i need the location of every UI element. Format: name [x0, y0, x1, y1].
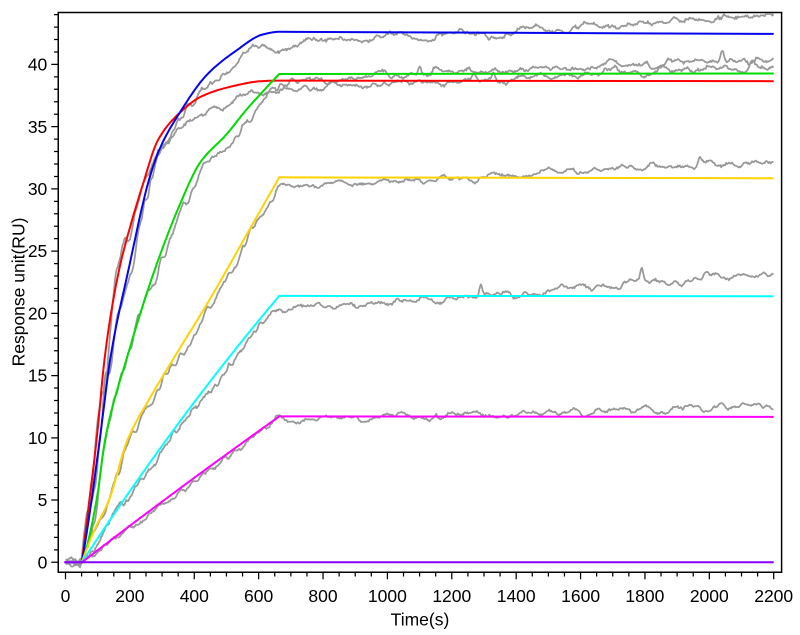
svg-text:2000: 2000: [690, 586, 729, 606]
svg-text:15: 15: [28, 366, 47, 386]
svg-text:1200: 1200: [432, 586, 471, 606]
svg-text:Response unit(RU): Response unit(RU): [8, 218, 28, 367]
svg-text:1800: 1800: [625, 586, 664, 606]
svg-text:5: 5: [38, 490, 48, 510]
svg-text:600: 600: [244, 586, 273, 606]
svg-text:200: 200: [115, 586, 144, 606]
svg-text:1400: 1400: [497, 586, 536, 606]
svg-text:1000: 1000: [368, 586, 407, 606]
svg-text:25: 25: [28, 241, 47, 261]
svg-text:35: 35: [28, 117, 47, 137]
svg-text:30: 30: [28, 179, 48, 199]
svg-text:40: 40: [28, 55, 48, 75]
svg-text:0: 0: [61, 586, 71, 606]
svg-text:1600: 1600: [561, 586, 600, 606]
svg-text:800: 800: [308, 586, 337, 606]
svg-text:0: 0: [38, 552, 48, 572]
svg-text:400: 400: [180, 586, 209, 606]
svg-text:10: 10: [28, 428, 48, 448]
svg-text:2200: 2200: [754, 586, 793, 606]
svg-text:Time(s): Time(s): [391, 610, 450, 630]
svg-text:20: 20: [28, 304, 48, 324]
